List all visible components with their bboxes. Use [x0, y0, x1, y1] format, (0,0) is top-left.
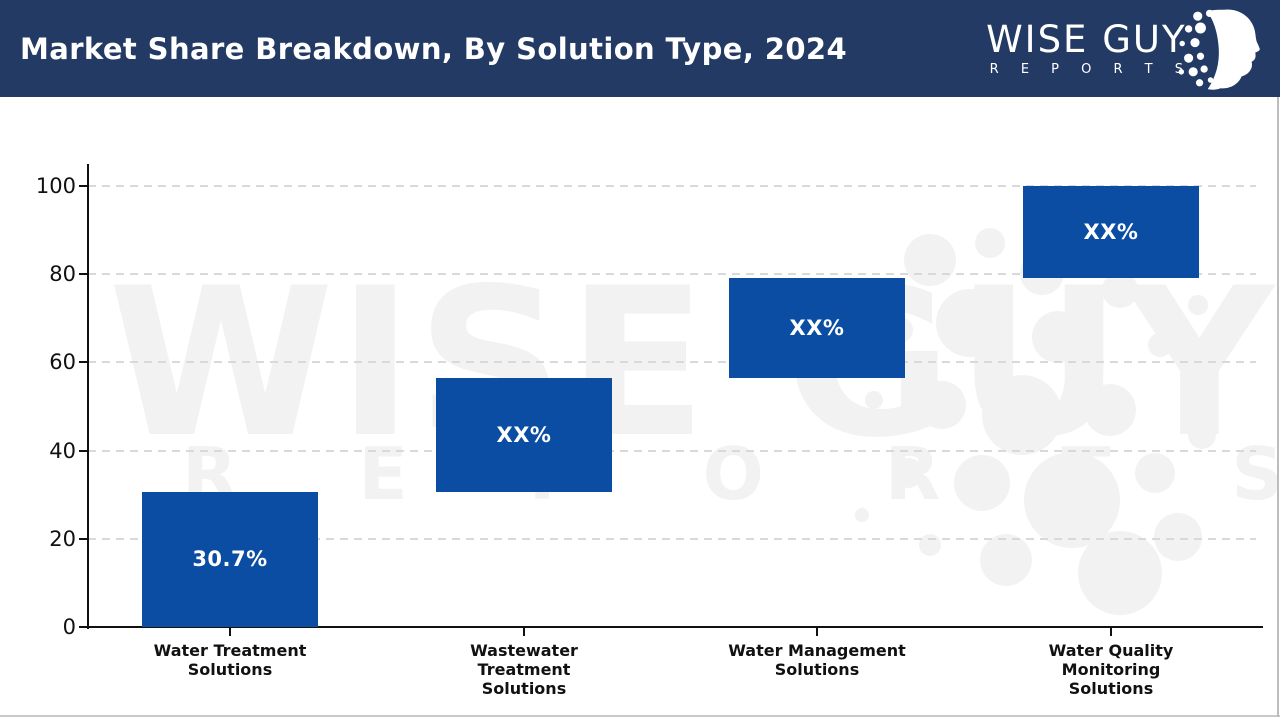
- brand-logo: WISE GUY R E P O R T S: [981, 6, 1262, 92]
- category-label-line: Solutions: [481, 679, 567, 698]
- y-axis-tick-label: 80: [49, 262, 76, 287]
- bar-value-label: 30.7%: [192, 547, 268, 572]
- category-label-line: Treatment: [477, 660, 571, 679]
- bar-value-label: XX%: [789, 315, 845, 340]
- category-label-line: Solutions: [774, 660, 860, 679]
- y-axis-line: [87, 163, 89, 629]
- category-label-line: Water Treatment: [153, 641, 307, 660]
- x-axis-line: [87, 626, 1263, 628]
- y-axis-tick: [79, 361, 87, 364]
- y-axis-tick-label: 40: [49, 438, 76, 463]
- x-axis-tick: [523, 628, 525, 636]
- x-axis-tick: [1110, 628, 1112, 636]
- category-label-line: Solutions: [187, 660, 273, 679]
- frame-border-bottom: [0, 715, 1280, 717]
- y-axis-tick: [79, 185, 87, 187]
- category-label-line: Water Quality: [1048, 641, 1174, 660]
- y-axis-tick-label: 60: [49, 350, 76, 375]
- x-axis-tick: [229, 628, 231, 636]
- gridline: [88, 449, 1256, 452]
- category-label-line: Solutions: [1068, 679, 1154, 698]
- title-bar: Market Share Breakdown, By Solution Type…: [0, 0, 1280, 97]
- category-label: Water Treatment Solutions: [115, 641, 345, 679]
- category-label: Wastewater Treatment Solutions: [409, 641, 639, 698]
- gridline: [88, 185, 1256, 187]
- bar-value-label: XX%: [496, 422, 552, 447]
- y-axis-tick: [79, 626, 87, 628]
- logo-reports-text: R E P O R T S: [989, 62, 1192, 77]
- chart-title: Market Share Breakdown, By Solution Type…: [20, 31, 848, 66]
- y-axis-tick-label: 20: [49, 526, 76, 551]
- bar-segment: 30.7%: [142, 491, 318, 627]
- category-label-line: Water Management: [728, 641, 906, 660]
- category-label: Water Management Solutions: [702, 641, 932, 679]
- y-axis-tick: [79, 273, 87, 276]
- category-label-line: Monitoring: [1061, 660, 1161, 679]
- bar-segment: XX%: [729, 277, 905, 378]
- bar-segment: XX%: [1023, 186, 1199, 278]
- category-label-line: Wastewater: [470, 641, 578, 660]
- frame-border-right: [1277, 97, 1279, 717]
- logo-wordmark: WISE GUY: [986, 18, 1187, 61]
- x-axis-tick: [816, 628, 818, 636]
- y-axis-tick: [79, 449, 87, 452]
- gridline: [88, 273, 1256, 276]
- category-label: Water Quality Monitoring Solutions: [996, 641, 1226, 698]
- y-axis-tick-label: 0: [62, 615, 76, 639]
- y-axis-tick: [79, 537, 87, 540]
- gridline: [88, 537, 1256, 540]
- bar-segment: XX%: [436, 377, 612, 492]
- gridline: [88, 361, 1256, 364]
- face-profile-dots-icon: [1178, 9, 1260, 90]
- y-axis-tick-label: 100: [35, 174, 76, 198]
- bar-value-label: XX%: [1083, 219, 1139, 244]
